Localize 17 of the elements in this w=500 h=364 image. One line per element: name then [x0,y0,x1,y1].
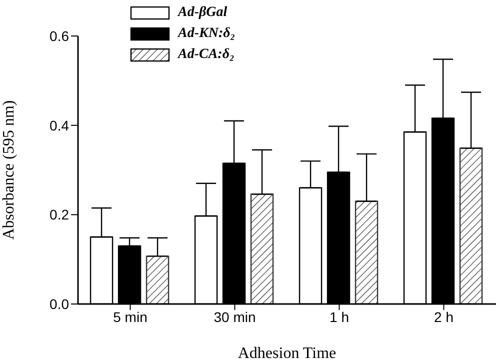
y-axis-title: Absorbance (595 nm) [0,100,18,240]
bar [250,194,274,304]
x-tick-label: 30 min [214,308,256,325]
legend-label: Ad-βGal [178,4,228,20]
bar [459,148,483,304]
x-tick-label: 1 h [330,308,349,325]
y-tick-label: 0.4 [50,117,70,134]
bar [354,200,378,304]
x-tick-label: 2 h [434,308,454,325]
bar [146,256,170,304]
x-tick-label: 5 min [113,308,148,325]
legend-label: Ad-KN:δ₂ [178,26,236,42]
x-axis-title: Adhesion Time [238,345,336,362]
y-tick-label: 0.2 [50,206,70,223]
legend-label: Ad-CA:δ₂ [178,46,234,62]
y-tick-label: 0.6 [50,28,70,44]
y-tick-label: 0.0 [50,296,70,312]
